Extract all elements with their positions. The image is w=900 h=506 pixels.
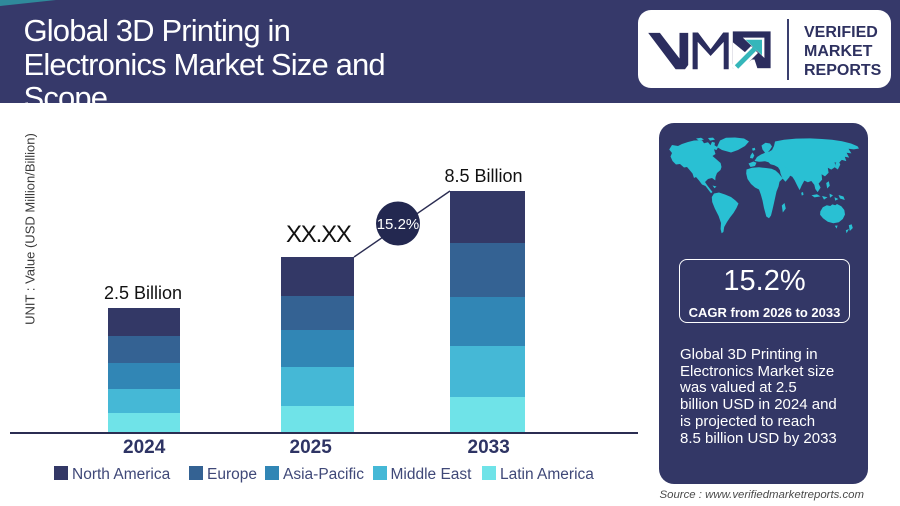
- svg-text:15.2%: 15.2%: [377, 216, 420, 233]
